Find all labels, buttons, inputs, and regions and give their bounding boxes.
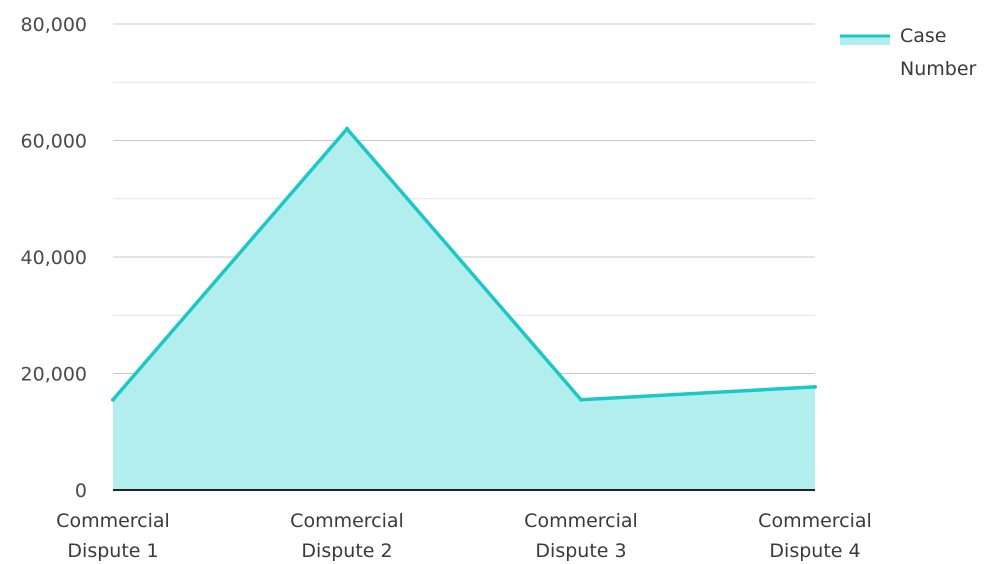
x-tick-label: Commercial Dispute 4 xyxy=(758,510,872,562)
legend-label: Case Number xyxy=(900,25,977,80)
data-point-2 xyxy=(345,126,349,131)
y-tick-label: 20,000 xyxy=(21,364,87,386)
y-tick-label: 0 xyxy=(75,480,87,502)
x-tick-label-line: Dispute 3 xyxy=(535,540,626,562)
x-tick-label-line: Commercial xyxy=(290,510,404,532)
legend: Case Number xyxy=(840,25,977,80)
x-tick-label: Commercial Dispute 2 xyxy=(290,510,404,562)
data-points xyxy=(111,126,817,402)
series-line xyxy=(111,126,816,402)
y-tick-label: 40,000 xyxy=(21,247,87,269)
legend-swatch xyxy=(840,35,890,45)
x-tick-label: Commercial Dispute 1 xyxy=(56,510,170,562)
x-tick-label-line: Commercial xyxy=(56,510,170,532)
legend-label-line-1: Case xyxy=(900,25,947,47)
x-tick-label-line: Dispute 4 xyxy=(769,540,860,562)
legend-label-line-2: Number xyxy=(900,58,977,80)
x-tick-label-line: Commercial xyxy=(758,510,872,532)
x-tick-label-line: Commercial xyxy=(524,510,638,532)
data-point-4 xyxy=(813,384,817,389)
x-tick-label-line: Dispute 1 xyxy=(67,540,158,562)
y-axis-ticks: 0 20,000 40,000 60,000 80,000 xyxy=(21,14,87,502)
y-tick-label: 80,000 xyxy=(21,14,87,36)
data-point-3 xyxy=(579,397,583,402)
series-area-fill xyxy=(113,128,815,490)
x-tick-label: Commercial Dispute 3 xyxy=(524,510,638,562)
data-point-1 xyxy=(111,397,115,402)
x-tick-label-line: Dispute 2 xyxy=(301,540,392,562)
y-tick-label: 60,000 xyxy=(21,131,87,153)
